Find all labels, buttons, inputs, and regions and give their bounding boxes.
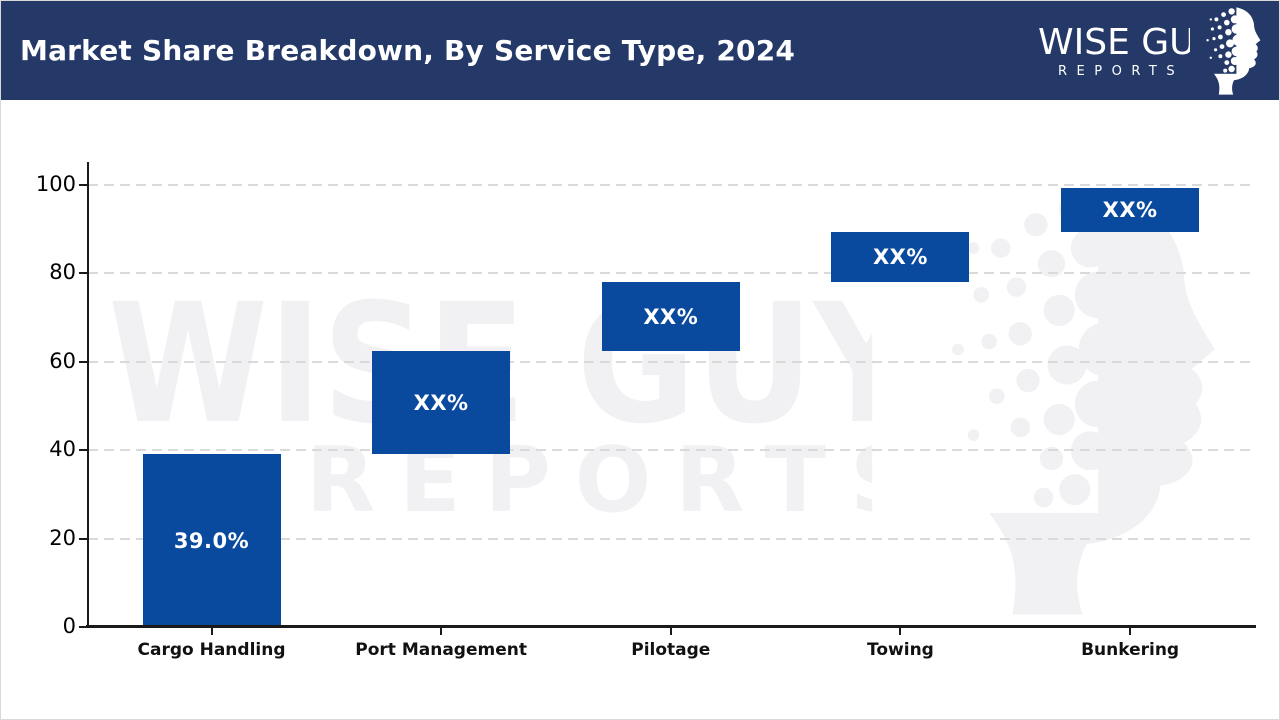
bar-bunkering: XX% — [1061, 188, 1200, 232]
x-tick-3 — [899, 628, 902, 635]
x-label-0: Cargo Handling — [137, 640, 286, 660]
bar-port-management: XX% — [372, 351, 511, 455]
bar-value-label: XX% — [1102, 197, 1158, 222]
dotted-head-icon — [1190, 5, 1261, 95]
gridline-100 — [88, 183, 1256, 186]
gridline-60 — [88, 360, 1256, 363]
bar-towing: XX% — [831, 231, 970, 282]
gridline-40 — [88, 449, 1256, 451]
y-tick-80 — [79, 272, 88, 274]
y-tick-60 — [79, 360, 88, 363]
y-tick-40 — [79, 449, 88, 451]
bar-value-label: 39.0% — [173, 528, 250, 553]
x-tick-0 — [210, 628, 213, 635]
x-tick-1 — [440, 628, 443, 635]
bar-value-label: XX% — [643, 304, 699, 329]
gridline-20 — [88, 537, 1256, 540]
y-tick-0 — [79, 626, 88, 628]
bar-value-label: XX% — [413, 390, 469, 415]
brand-subtext: REPORTS — [1058, 64, 1185, 79]
y-tick-label-100: 100 — [35, 171, 76, 196]
bar-cargo-handling: 39.0% — [142, 454, 281, 627]
bar-pilotage: XX% — [601, 281, 740, 352]
y-tick-label-0: 0 — [62, 614, 76, 638]
y-axis-spine — [87, 162, 89, 628]
y-tick-label-20: 20 — [49, 525, 76, 550]
y-tick-label-80: 80 — [49, 260, 76, 284]
x-tick-2 — [669, 628, 672, 635]
header-bar: Market Share Breakdown, By Service Type,… — [0, 0, 1280, 100]
page-title: Market Share Breakdown, By Service Type,… — [20, 34, 796, 67]
x-label-2: Pilotage — [631, 640, 711, 660]
x-label-4: Bunkering — [1081, 640, 1180, 660]
x-tick-4 — [1129, 628, 1132, 635]
y-tick-100 — [79, 183, 88, 186]
chart-area: 0 20 40 60 80 100 Cargo Handling 39.0% Port Mana… — [0, 100, 1280, 720]
watermark-wordmark: WISE GUY — [108, 268, 919, 460]
gridline-80 — [88, 272, 1256, 274]
y-tick-label-60: 60 — [49, 348, 76, 373]
bar-value-label: XX% — [872, 244, 928, 269]
brand-wordmark: WISE GUY — [1038, 22, 1218, 63]
y-tick-label-40: 40 — [49, 437, 76, 461]
x-axis-spine — [86, 625, 1256, 628]
y-tick-20 — [79, 537, 88, 540]
x-label-1: Port Management — [355, 640, 527, 660]
x-label-3: Towing — [867, 640, 934, 660]
